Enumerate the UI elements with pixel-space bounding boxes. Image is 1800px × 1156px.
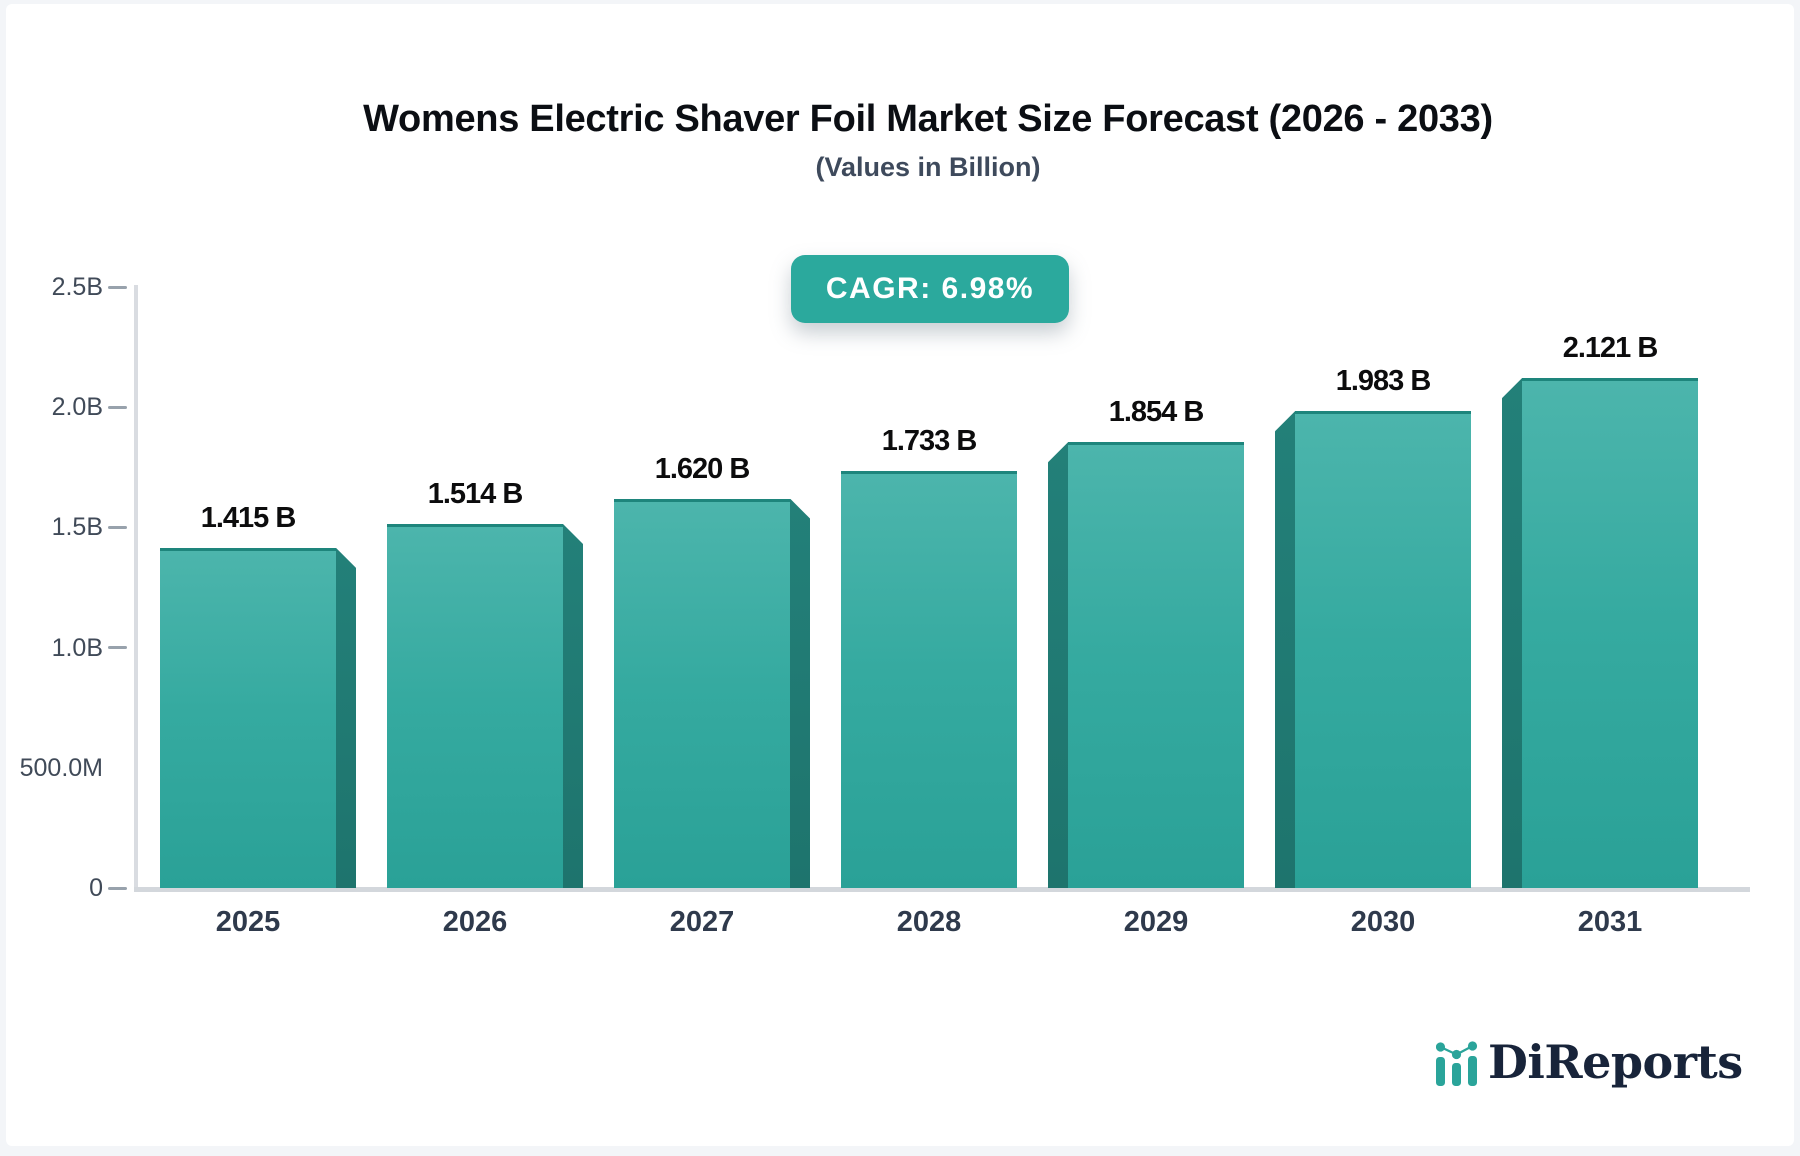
cagr-badge: CAGR: 6.98%: [791, 255, 1069, 323]
bar[interactable]: [1068, 442, 1244, 888]
mini-bar-line-chart-icon: [1436, 1041, 1478, 1086]
y-axis-tick-label: 1.0B: [51, 633, 103, 662]
x-axis-label: 2030: [1350, 906, 1416, 938]
bar-side-face: [336, 547, 356, 888]
y-axis-tick-label: 0: [89, 874, 103, 902]
chart-title: Womens Electric Shaver Foil Market Size …: [363, 98, 1493, 140]
y-axis-tick-mark: [108, 886, 127, 890]
bar[interactable]: [387, 524, 563, 888]
y-axis-tick-label: 500.0M: [19, 753, 103, 782]
bar-side-face: [790, 498, 810, 888]
chart-card: Womens Electric Shaver Foil Market Size …: [6, 4, 1794, 1146]
bar-value-label: 1.983 B: [1335, 365, 1432, 398]
bar-side-face: [1502, 378, 1522, 888]
x-axis-label: 2025: [215, 906, 281, 938]
bar-value-label: 1.514 B: [427, 478, 524, 511]
y-axis-tick-mark: [108, 646, 127, 650]
bar-value-label: 1.620 B: [654, 452, 751, 485]
direports-logo[interactable]: DiReports: [1436, 1036, 1743, 1086]
x-axis-label: 2028: [896, 906, 962, 938]
x-axis-line: [134, 887, 1750, 892]
chart-subtitle: (Values in Billion): [815, 152, 1041, 182]
bar-side-face: [1275, 411, 1295, 888]
x-axis-label: 2026: [442, 906, 508, 938]
y-axis-tick-mark: [108, 285, 127, 289]
y-axis-tick-mark: [108, 525, 127, 529]
cagr-badge-label: CAGR: 6.98%: [825, 272, 1035, 305]
bar[interactable]: [1522, 378, 1698, 888]
y-axis-tick-label: 1.5B: [51, 513, 103, 542]
bar-value-label: 1.854 B: [1108, 396, 1205, 429]
x-axis-label: 2029: [1123, 906, 1189, 938]
x-axis-label: 2031: [1577, 906, 1643, 938]
y-axis-tick-label: 2.0B: [51, 393, 103, 422]
y-axis-tick-mark: [108, 405, 127, 409]
x-axis-label: 2027: [669, 906, 735, 938]
bar-value-label: 2.121 B: [1562, 332, 1659, 365]
bar[interactable]: [1295, 411, 1471, 888]
bar[interactable]: [614, 498, 790, 888]
y-axis-tick-label: 2.5B: [51, 273, 103, 301]
y-axis-line: [134, 285, 138, 891]
bar-value-label: 1.415 B: [200, 501, 297, 534]
bar-side-face: [563, 524, 583, 888]
bar[interactable]: [841, 471, 1017, 888]
bar-value-label: 1.733 B: [881, 425, 978, 458]
bar-side-face: [1048, 442, 1068, 888]
bar[interactable]: [160, 547, 336, 888]
logo-text: DiReports: [1488, 1035, 1743, 1089]
